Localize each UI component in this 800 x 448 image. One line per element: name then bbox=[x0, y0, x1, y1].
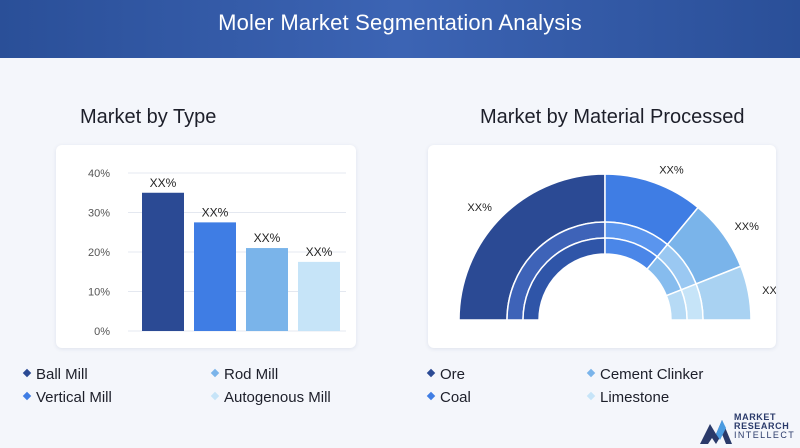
legend-label: Rod Mill bbox=[224, 366, 279, 383]
legend-label: Limestone bbox=[600, 389, 670, 406]
header-banner: Moler Market Segmentation Analysis bbox=[0, 0, 800, 58]
material-section-title: Market by Material Processed bbox=[480, 106, 745, 128]
bar-ball-mill bbox=[142, 192, 184, 331]
legend-item-cement-clinker: Cement Clinker bbox=[586, 366, 704, 383]
logo-mark-icon bbox=[700, 420, 732, 444]
diamond-marker-icon bbox=[210, 368, 220, 378]
y-tick-label: 20% bbox=[88, 247, 110, 259]
logo-line: INTELLECT bbox=[734, 430, 796, 440]
legend-item-limestone: Limestone bbox=[586, 389, 670, 406]
diamond-marker-icon bbox=[22, 391, 32, 401]
legend-item-coal: Coal bbox=[426, 389, 471, 406]
legend-item-ball-mill: Ball Mill bbox=[22, 366, 88, 383]
logo-wordmark: MARKET RESEARCH INTELLECT bbox=[734, 413, 795, 440]
diamond-marker-icon bbox=[426, 391, 436, 401]
donut-slice-limestone bbox=[665, 288, 688, 321]
donut-data-label: XX% bbox=[734, 221, 759, 233]
bar-chart-panel: 0% 10% 20% 30% 40% XX% XX% XX% XX% bbox=[56, 145, 356, 348]
legend-label: Ball Mill bbox=[36, 366, 88, 383]
legend-item-ore: Ore bbox=[426, 366, 466, 383]
bar-rod-mill bbox=[246, 248, 288, 331]
bar-data-label: XX% bbox=[306, 245, 333, 259]
donut-data-label: XX% bbox=[659, 164, 684, 176]
diamond-marker-icon bbox=[210, 391, 220, 401]
diamond-marker-icon bbox=[586, 368, 596, 378]
logo-line: MARKET bbox=[734, 412, 777, 422]
legend-label: Vertical Mill bbox=[36, 389, 112, 406]
y-tick-label: 30% bbox=[88, 208, 110, 220]
diamond-marker-icon bbox=[586, 391, 596, 401]
donut-data-label: XX% bbox=[467, 202, 492, 214]
legend-item-autogenous-mill: Autogenous Mill bbox=[210, 389, 331, 406]
bar-autogenous-mill bbox=[298, 261, 340, 331]
bar-data-label: XX% bbox=[150, 176, 177, 190]
donut-chart-panel: XX% XX% XX% XX% bbox=[428, 145, 787, 348]
y-tick-label: 10% bbox=[88, 287, 110, 299]
type-bar-chart: 0% 10% 20% 30% 40% XX% XX% XX% XX% bbox=[88, 168, 346, 338]
logo-line: RESEARCH bbox=[734, 421, 790, 431]
legend-label: Ore bbox=[440, 366, 466, 383]
legend-label: Coal bbox=[440, 389, 471, 406]
material-legend: Ore Cement Clinker Coal Limestone bbox=[426, 366, 768, 416]
material-donut-chart: XX% XX% XX% XX% bbox=[458, 164, 787, 321]
y-tick-label: 40% bbox=[88, 168, 110, 180]
bar-vertical-mill bbox=[194, 222, 236, 331]
legend-label: Cement Clinker bbox=[600, 366, 704, 383]
type-legend: Ball Mill Rod Mill Vertical Mill Autogen… bbox=[22, 366, 384, 416]
y-tick-label: 0% bbox=[94, 326, 110, 338]
donut-data-label: XX% bbox=[762, 285, 776, 297]
diamond-marker-icon bbox=[426, 368, 436, 378]
bar-data-label: XX% bbox=[254, 231, 281, 245]
legend-item-rod-mill: Rod Mill bbox=[210, 366, 279, 383]
page-title: Moler Market Segmentation Analysis bbox=[218, 10, 582, 35]
legend-item-vertical-mill: Vertical Mill bbox=[22, 389, 112, 406]
bar-data-label: XX% bbox=[202, 205, 229, 219]
legend-label: Autogenous Mill bbox=[224, 389, 331, 406]
diamond-marker-icon bbox=[22, 368, 32, 378]
type-section-title: Market by Type bbox=[80, 106, 217, 128]
